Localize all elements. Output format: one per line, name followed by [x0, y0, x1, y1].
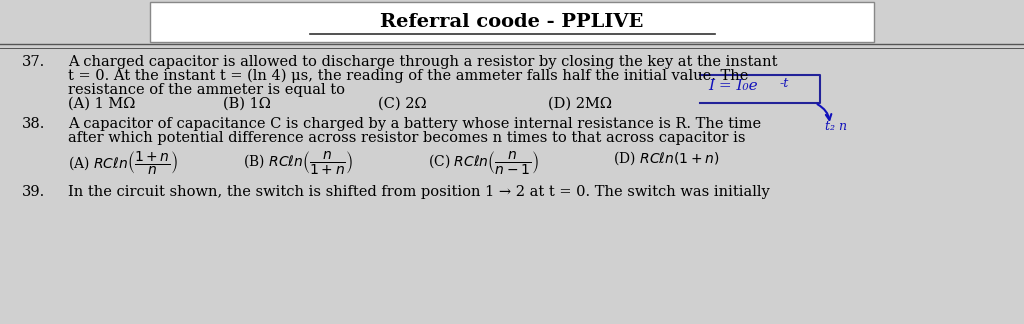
- Text: (C) 2Ω: (C) 2Ω: [378, 97, 427, 111]
- Text: I = I₀e: I = I₀e: [708, 79, 758, 93]
- Text: 39.: 39.: [22, 185, 45, 199]
- Text: (D) $RC\ell n(1+n)$: (D) $RC\ell n(1+n)$: [613, 149, 720, 167]
- Text: (D) 2MΩ: (D) 2MΩ: [548, 97, 612, 111]
- Text: (B) 1Ω: (B) 1Ω: [223, 97, 271, 111]
- Text: resistance of the ammeter is equal to: resistance of the ammeter is equal to: [68, 83, 345, 97]
- Text: t₂ n: t₂ n: [825, 120, 847, 133]
- Text: 37.: 37.: [22, 55, 45, 69]
- Text: (C) $RC\ell n\left(\dfrac{n}{n-1}\right)$: (C) $RC\ell n\left(\dfrac{n}{n-1}\right)…: [428, 149, 539, 176]
- Text: t = 0. At the instant t = (ln 4) μs, the reading of the ammeter falls half the i: t = 0. At the instant t = (ln 4) μs, the…: [68, 69, 749, 83]
- Text: (A) $RC\ell n\left(\dfrac{1+n}{n}\right)$: (A) $RC\ell n\left(\dfrac{1+n}{n}\right)…: [68, 149, 178, 176]
- Text: In the circuit shown, the switch is shifted from position 1 → 2 at t = 0. The sw: In the circuit shown, the switch is shif…: [68, 185, 770, 199]
- FancyBboxPatch shape: [150, 2, 874, 42]
- Text: -t: -t: [780, 77, 790, 90]
- Text: (B) $RC\ell n\left(\dfrac{n}{1+n}\right)$: (B) $RC\ell n\left(\dfrac{n}{1+n}\right)…: [243, 149, 353, 176]
- Text: A charged capacitor is allowed to discharge through a resistor by closing the ke: A charged capacitor is allowed to discha…: [68, 55, 777, 69]
- Text: (A) 1 MΩ: (A) 1 MΩ: [68, 97, 135, 111]
- Text: Referral coode - PPLIVE: Referral coode - PPLIVE: [380, 13, 644, 31]
- Text: 38.: 38.: [22, 117, 45, 131]
- Text: after which potential difference across resistor becomes n times to that across : after which potential difference across …: [68, 131, 745, 145]
- Text: A capacitor of capacitance C is charged by a battery whose internal resistance i: A capacitor of capacitance C is charged …: [68, 117, 761, 131]
